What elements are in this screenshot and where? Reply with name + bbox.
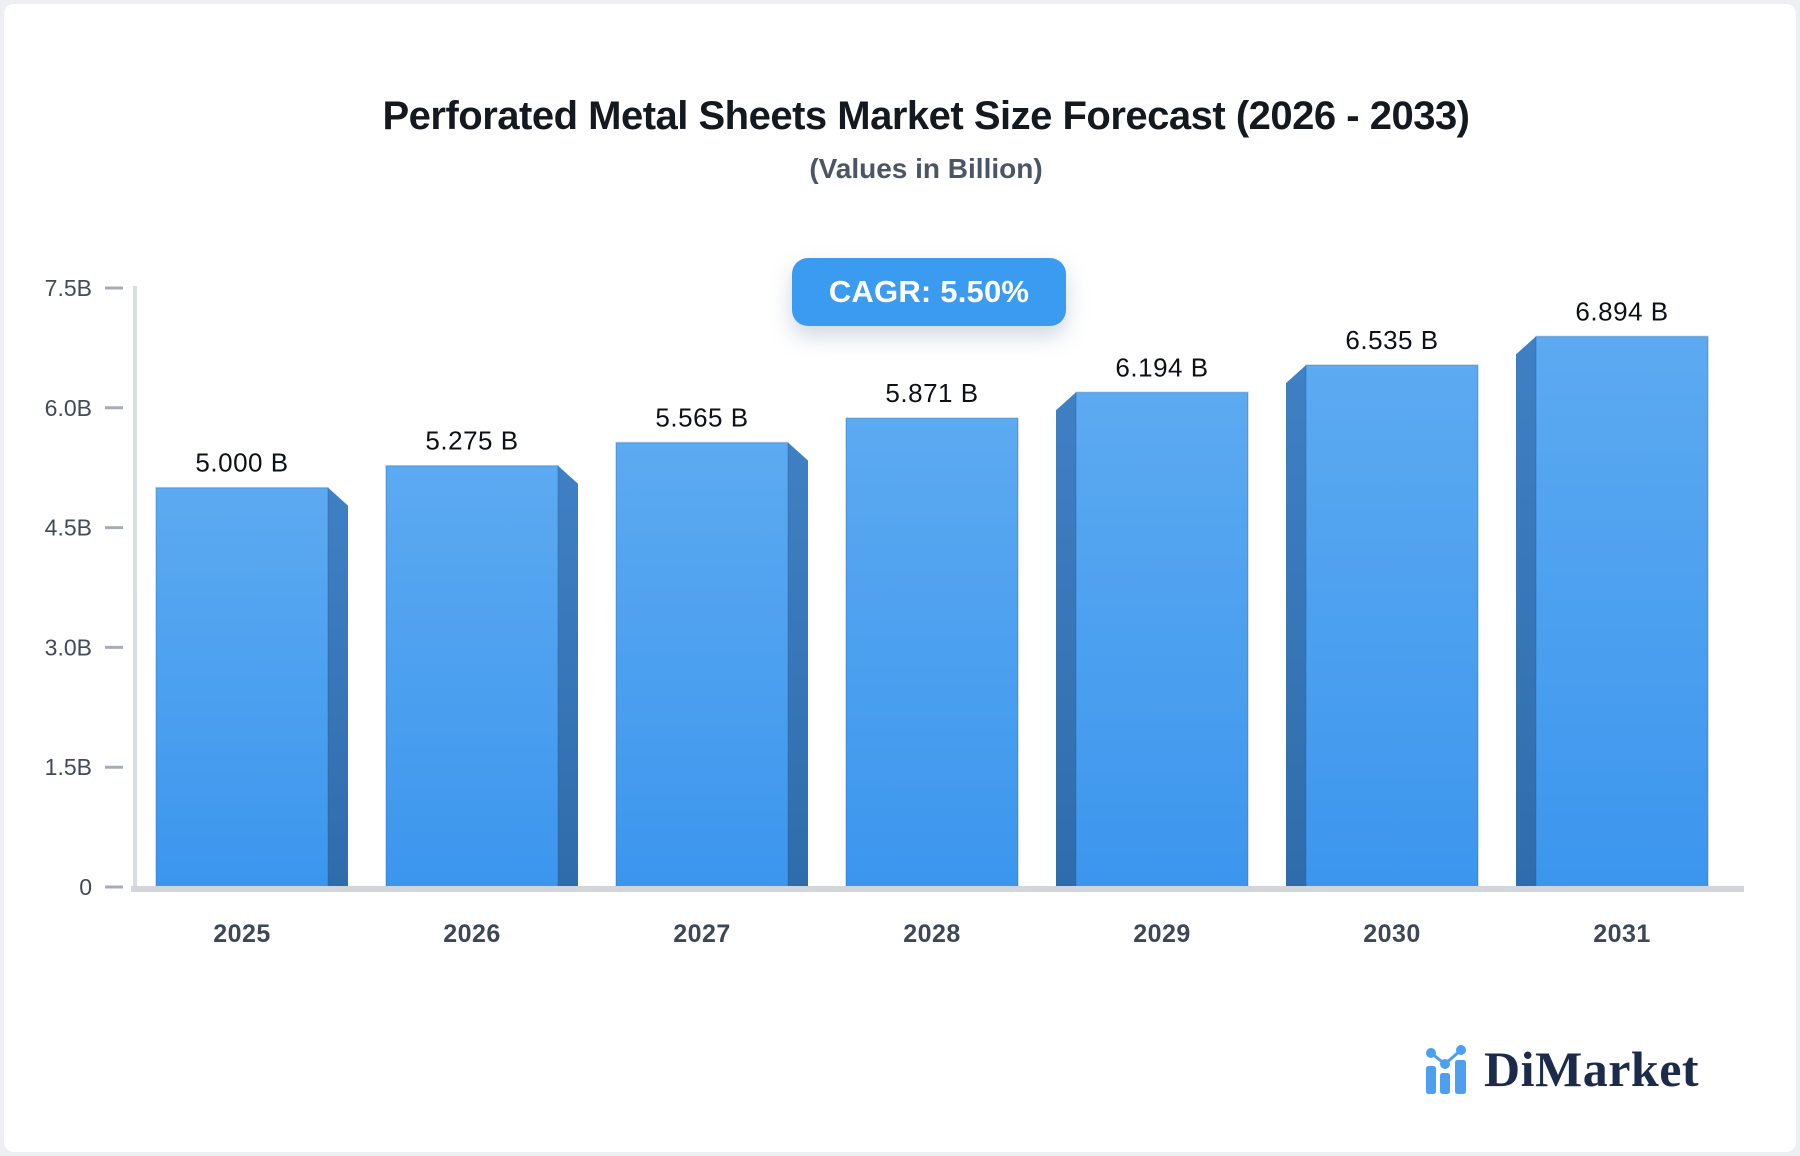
bar-face xyxy=(615,441,789,888)
bar-chart: 0 1.5B 3.0B 4.5B 6.0B 7.5B 5.000 B 2025 5.275 B 2… xyxy=(45,275,1744,948)
x-axis-label: 2031 xyxy=(1593,920,1651,948)
bar-side xyxy=(1516,336,1536,888)
x-axis-label: 2029 xyxy=(1133,920,1191,948)
bar-value-label: 6.535 B xyxy=(1345,325,1438,355)
bar-value-label: 5.275 B xyxy=(425,426,518,456)
bar-value-label: 5.871 B xyxy=(885,378,978,408)
bar-value-label: 6.894 B xyxy=(1575,296,1668,326)
brand-logo: DiMarket xyxy=(1424,1040,1699,1094)
bar-value-label: 5.565 B xyxy=(655,403,748,433)
bar-face xyxy=(1075,391,1249,888)
bar-value-label: 5.000 B xyxy=(195,448,288,478)
bar-side xyxy=(328,487,348,887)
bar-chart-logo-icon xyxy=(1426,1045,1466,1094)
y-tick-label: 0 xyxy=(79,874,92,900)
bar-face xyxy=(845,417,1019,888)
x-axis-label: 2030 xyxy=(1363,920,1421,948)
bar-side xyxy=(558,465,578,887)
cagr-badge: CAGR: 5.50% xyxy=(792,258,1066,326)
bar-face xyxy=(1535,335,1709,888)
y-tick-label: 6.0B xyxy=(45,395,92,421)
y-tick-label: 4.5B xyxy=(45,515,92,541)
y-tick-label: 7.5B xyxy=(45,275,92,301)
bar-side xyxy=(1286,365,1306,888)
x-axis-label: 2025 xyxy=(213,920,271,948)
y-tick-label: 1.5B xyxy=(45,754,92,780)
bar-face xyxy=(1305,364,1479,888)
bar-side xyxy=(1056,392,1076,887)
chart-card: 0 1.5B 3.0B 4.5B 6.0B 7.5B 5.000 B 2025 5.275 B 2… xyxy=(4,4,1796,1152)
brand-name: DiMarket xyxy=(1484,1041,1700,1097)
bar-face xyxy=(385,464,559,888)
x-axis-label: 2027 xyxy=(673,920,731,948)
y-tick-label: 3.0B xyxy=(45,634,92,660)
bar-value-label: 6.194 B xyxy=(1115,352,1208,382)
x-axis-label: 2026 xyxy=(443,920,501,948)
x-axis-label: 2028 xyxy=(903,920,961,948)
bar-face xyxy=(155,486,329,888)
cagr-badge-label: CAGR: 5.50% xyxy=(828,274,1030,309)
bar-side xyxy=(788,442,808,887)
